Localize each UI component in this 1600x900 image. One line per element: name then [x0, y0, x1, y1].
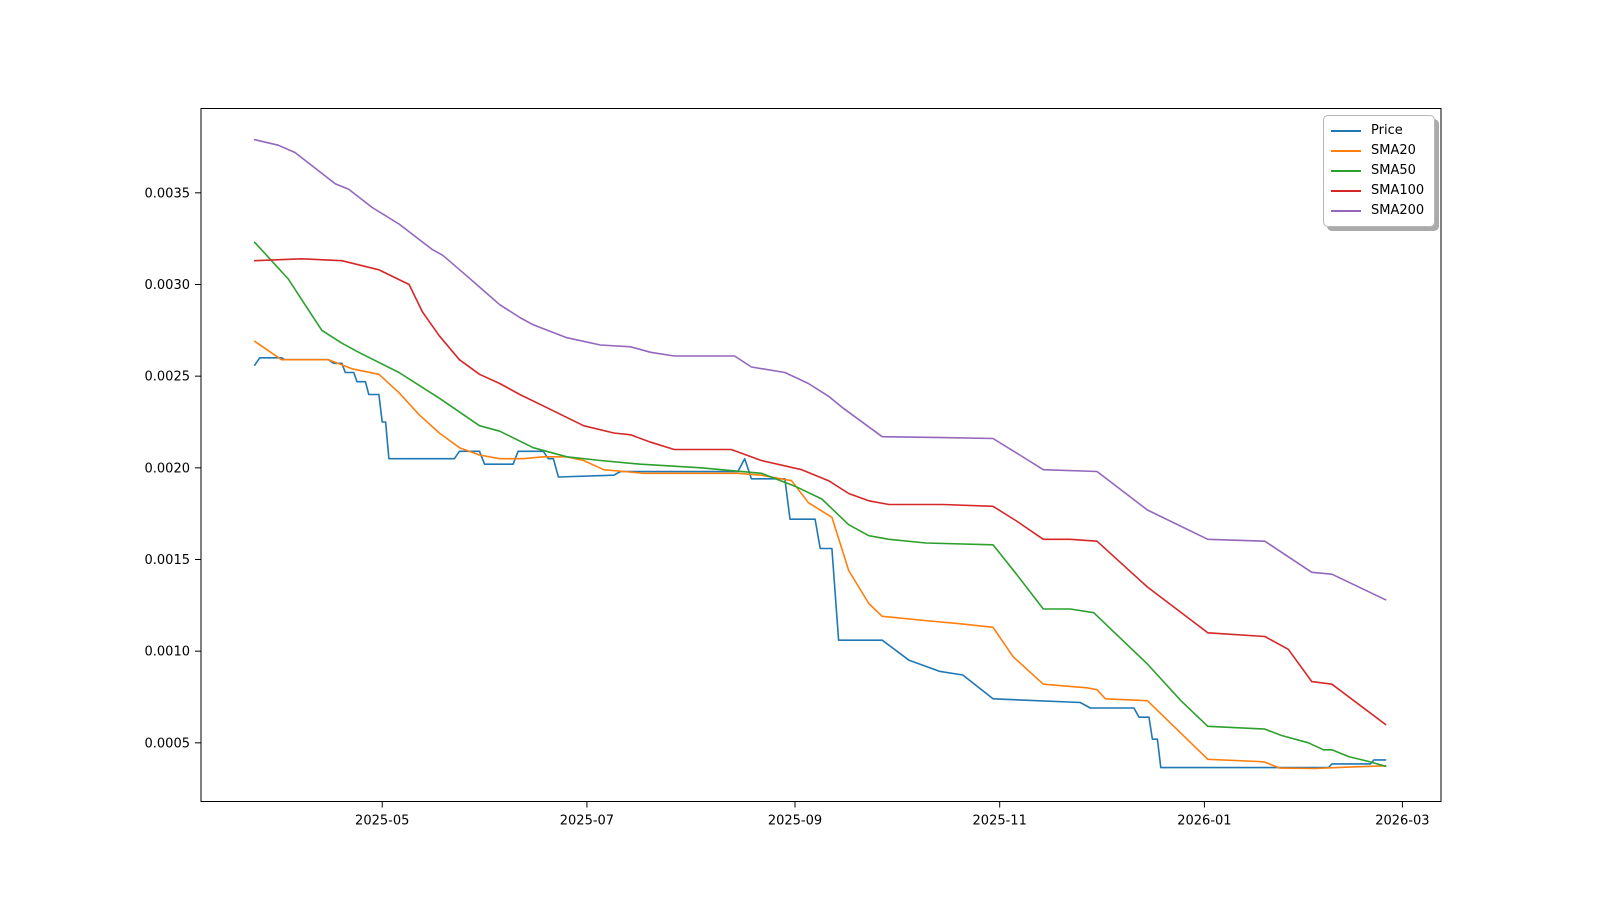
- legend-line-swatch-sma20: [1331, 150, 1361, 152]
- y-tick-label: 0.0020: [145, 461, 191, 476]
- y-tick-label: 0.0035: [145, 186, 191, 201]
- legend-label-sma200: SMA200: [1371, 203, 1425, 218]
- legend-row-sma20: SMA20: [1331, 141, 1426, 161]
- legend-line-swatch-sma100: [1331, 190, 1361, 192]
- y-tick-label: 0.0030: [145, 278, 191, 293]
- plot-frame: [200, 108, 1442, 802]
- legend-line-swatch-sma50: [1331, 170, 1361, 172]
- y-tick-label: 0.0015: [145, 553, 191, 568]
- series-line-sma200: [253, 138, 1387, 601]
- x-tick-label: 2026-01: [1177, 814, 1231, 829]
- legend-row-price: Price: [1331, 121, 1426, 141]
- legend-row-sma50: SMA50: [1331, 161, 1426, 181]
- legend-label-price: Price: [1371, 123, 1403, 138]
- legend-line-swatch-sma200: [1331, 210, 1361, 212]
- series-line-sma100: [253, 257, 1387, 726]
- y-tick-label: 0.0010: [145, 645, 191, 660]
- x-tick-label: 2025-07: [560, 814, 614, 829]
- series-line-sma50: [253, 241, 1387, 768]
- legend-label-sma50: SMA50: [1371, 163, 1416, 178]
- legend-row-sma100: SMA100: [1331, 181, 1426, 201]
- x-tick-label: 2025-11: [973, 814, 1027, 829]
- x-tick-label: 2025-09: [768, 814, 822, 829]
- legend-row-sma200: SMA200: [1331, 201, 1426, 221]
- y-tick-label: 0.0005: [145, 736, 191, 751]
- chart-legend: Price SMA20 SMA50 SMA100 SMA200: [1323, 115, 1435, 227]
- x-tick-label: 2025-05: [355, 814, 409, 829]
- x-tick-label: 2026-03: [1375, 814, 1429, 829]
- legend-line-swatch-price: [1331, 130, 1361, 132]
- series-line-sma20: [253, 340, 1387, 770]
- legend-label-sma20: SMA20: [1371, 143, 1416, 158]
- legend-label-sma100: SMA100: [1371, 183, 1425, 198]
- y-tick-label: 0.0025: [145, 370, 191, 385]
